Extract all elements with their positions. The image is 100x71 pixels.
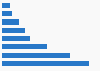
Bar xyxy=(2,28,25,33)
Bar xyxy=(2,61,89,66)
Bar xyxy=(2,3,10,8)
Bar xyxy=(2,20,19,25)
Bar xyxy=(2,36,30,41)
Bar xyxy=(2,53,70,58)
Bar xyxy=(2,44,47,49)
Bar xyxy=(2,11,12,16)
